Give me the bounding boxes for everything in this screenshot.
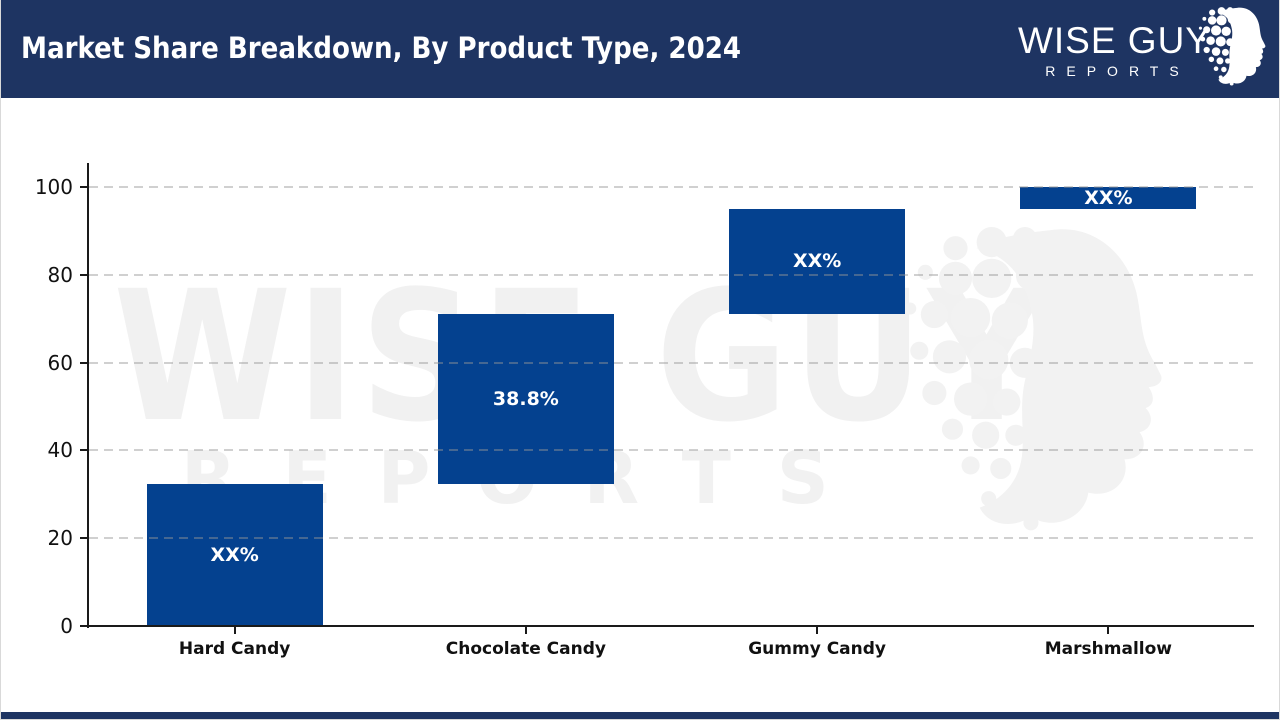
logo: WISE GUY REPORTS — [1018, 4, 1273, 96]
logo-face-icon — [1198, 7, 1266, 86]
y-tick-20 — [80, 537, 88, 540]
y-tick-100 — [80, 186, 88, 189]
y-tick-label-0: 0 — [60, 614, 73, 638]
x-tick-chocolate-candy — [524, 627, 527, 634]
bar-value-label-marshmallow: XX% — [1084, 187, 1133, 210]
y-tick-label-100: 100 — [34, 175, 73, 200]
bar-value-label-hard-candy: XX% — [210, 543, 259, 566]
y-axis-line — [87, 163, 89, 628]
gridline-80 — [89, 273, 1254, 276]
header-bar: Market Share Breakdown, By Product Type,… — [1, 0, 1279, 98]
x-tick-label-hard-candy: Hard Candy — [178, 639, 291, 659]
bar-gummy-candy: XX% — [729, 209, 906, 314]
footer-bar — [1, 712, 1279, 719]
y-tick-label-20: 20 — [47, 526, 73, 551]
x-tick-label-marshmallow: Marshmallow — [1044, 639, 1172, 659]
logo-text: WISE GUY REPORTS — [1018, 22, 1211, 79]
y-tick-label-80: 80 — [47, 262, 73, 287]
logo-secondary-text: REPORTS — [1045, 62, 1190, 79]
x-tick-hard-candy — [233, 627, 236, 634]
gridline-40 — [89, 449, 1254, 452]
gridline-100 — [89, 186, 1254, 189]
x-tick-gummy-candy — [816, 627, 819, 634]
x-tick-marshmallow — [1107, 627, 1110, 634]
bar-value-label-chocolate-candy: 38.8% — [492, 387, 559, 410]
gridline-20 — [89, 537, 1254, 540]
y-tick-0 — [80, 625, 88, 627]
bar-hard-candy: XX% — [146, 483, 323, 626]
y-tick-60 — [80, 361, 88, 364]
x-tick-label-gummy-candy: Gummy Candy — [748, 639, 887, 659]
bar-marshmallow: XX% — [1020, 187, 1197, 210]
watermark-face-icon — [904, 227, 1162, 531]
x-tick-label-chocolate-candy: Chocolate Candy — [445, 639, 606, 659]
y-tick-label-40: 40 — [47, 438, 73, 463]
logo-primary-text: WISE GUY — [1017, 19, 1211, 61]
bar-value-label-gummy-candy: XX% — [792, 250, 842, 273]
page-title: Market Share Breakdown, By Product Type,… — [21, 31, 742, 66]
y-tick-label-60: 60 — [47, 350, 73, 375]
gridline-60 — [89, 361, 1254, 364]
bar-chocolate-candy: 38.8% — [437, 313, 614, 484]
x-axis-line — [87, 625, 1254, 627]
y-tick-80 — [80, 273, 88, 276]
y-tick-40 — [80, 449, 88, 452]
